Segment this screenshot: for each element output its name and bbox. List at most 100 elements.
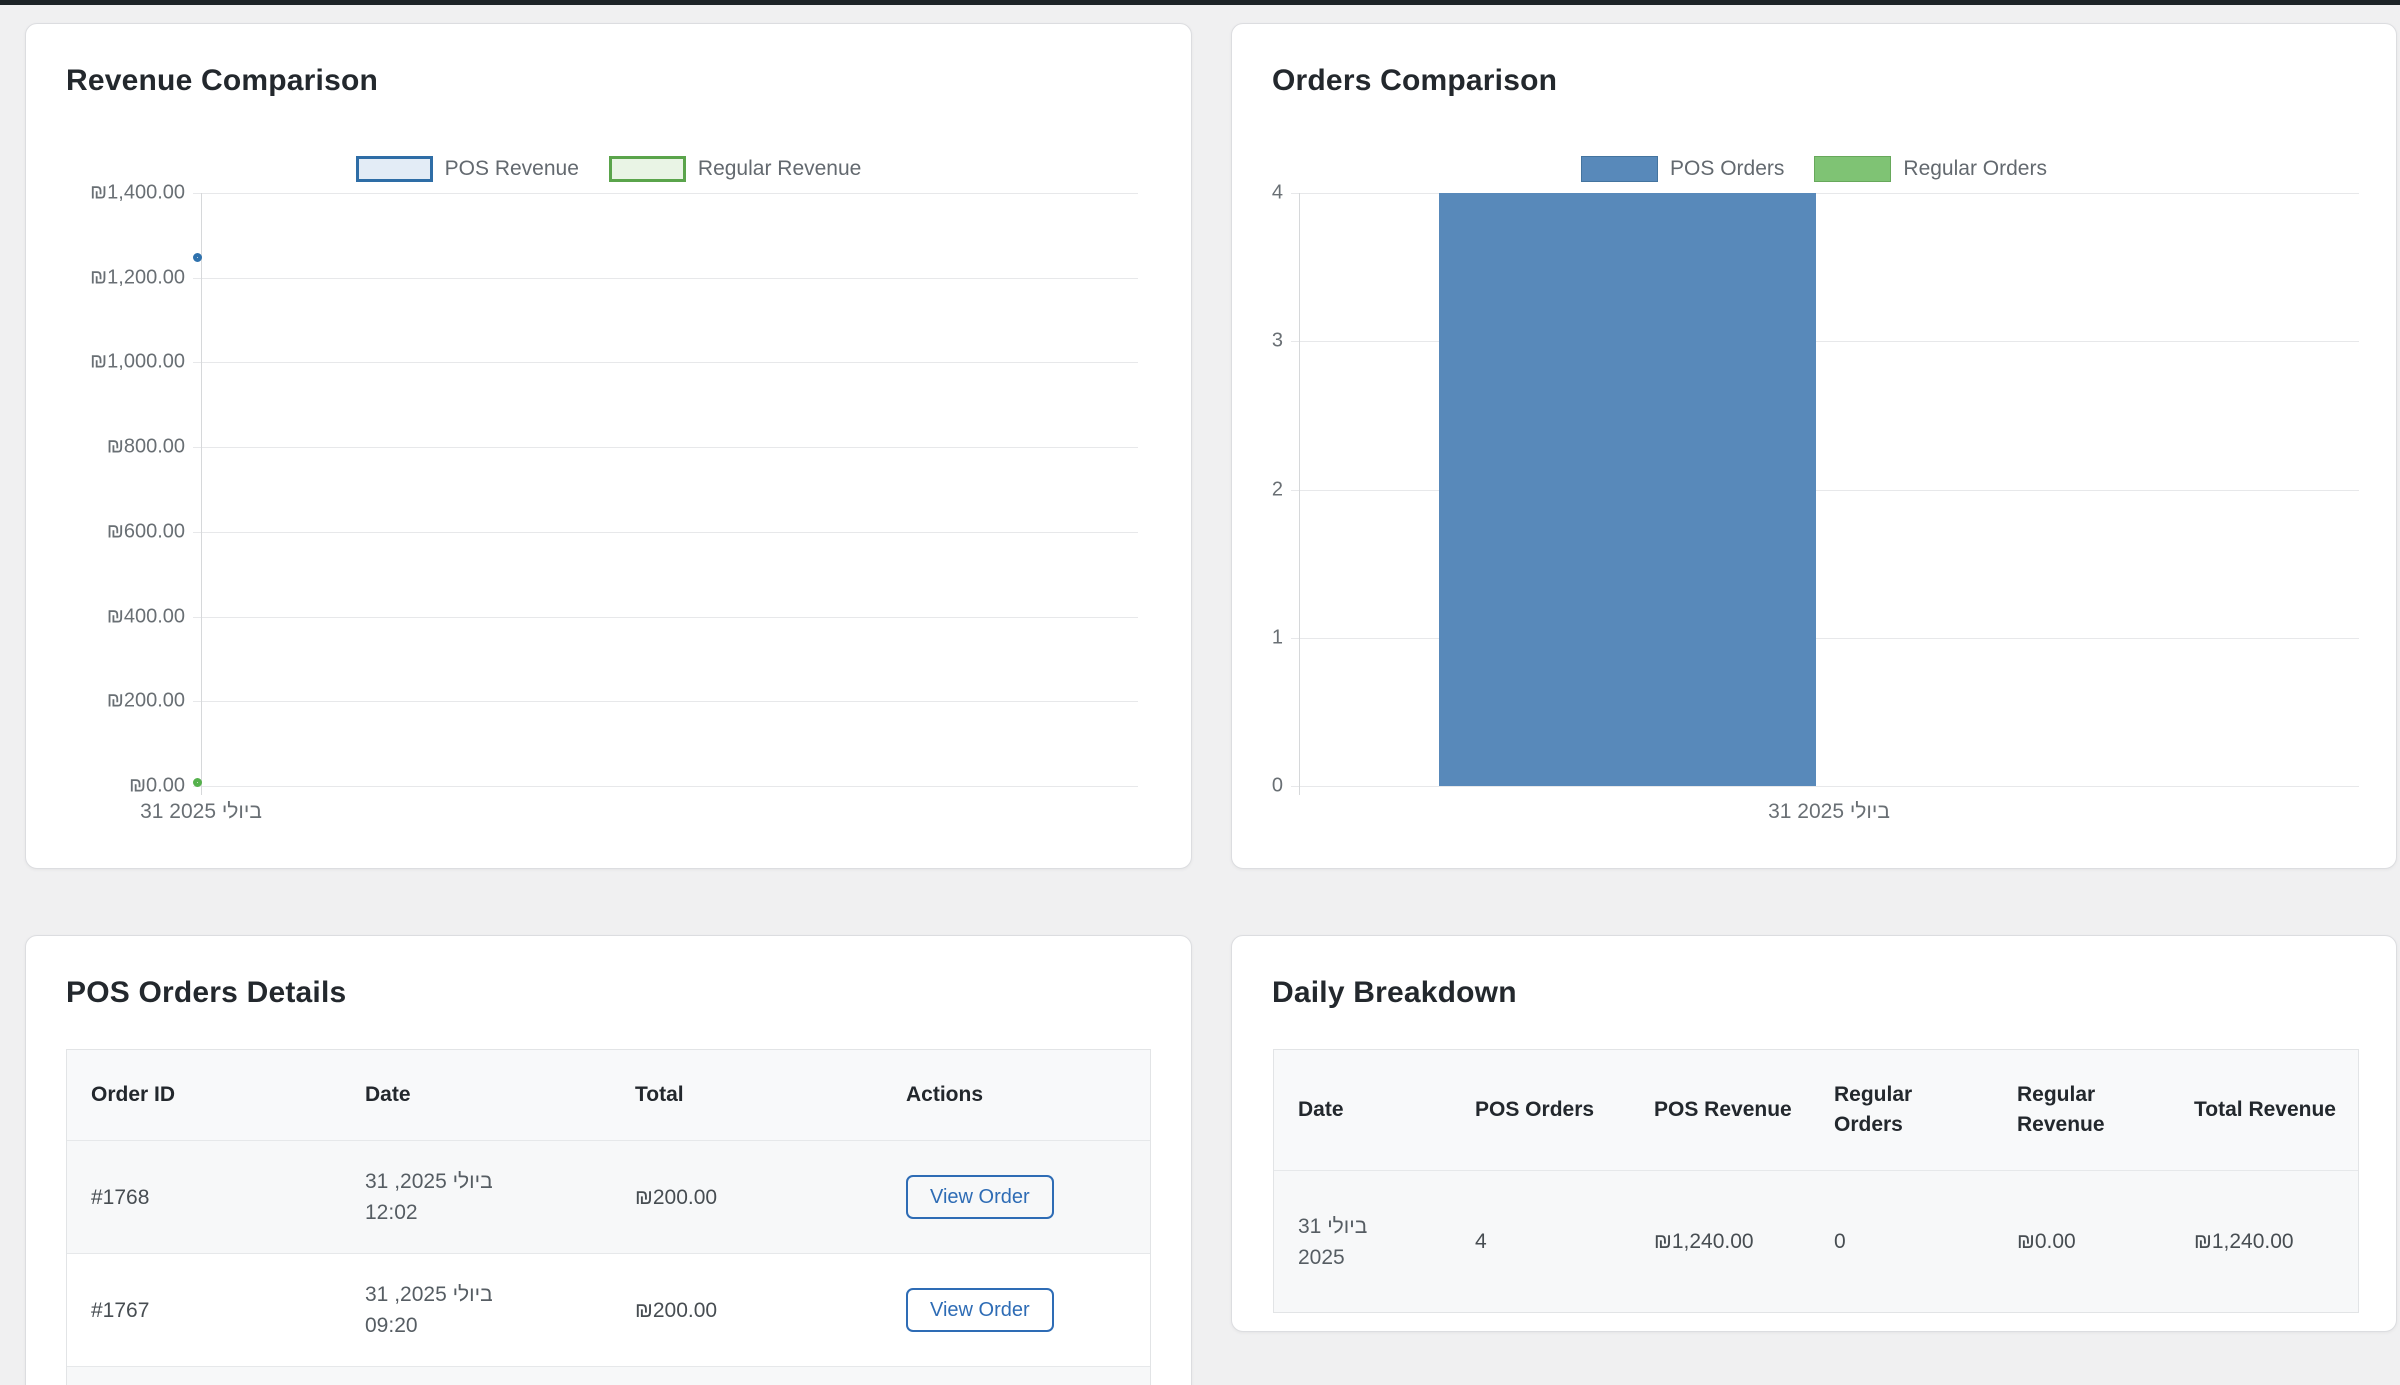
orders-chart-plot: 4 3 2 1 0 bbox=[1272, 182, 2359, 797]
regular-revenue-swatch-icon bbox=[608, 156, 686, 182]
y-tick-label: 3 bbox=[1271, 329, 1283, 352]
column-header-order-id: Order ID bbox=[91, 1083, 176, 1106]
order-date: 31 ,2025 ביולי 12:02 bbox=[341, 1141, 611, 1253]
table-row-partial bbox=[67, 1366, 1150, 1385]
gridline bbox=[1291, 489, 2359, 491]
date-month: ביולי bbox=[452, 1170, 493, 1193]
order-actions: View Order bbox=[882, 1141, 1150, 1253]
gridline bbox=[193, 531, 1138, 533]
order-date-line: 31 ,2025 ביולי bbox=[365, 1279, 493, 1310]
revenue-chart-plot: ₪1,400.00 ₪1,200.00 ₪1,000.00 ₪800.00 ₪600.0… bbox=[90, 182, 1138, 797]
gridline bbox=[1291, 786, 2359, 787]
y-axis-line bbox=[1299, 193, 1300, 795]
y-tick-label: ₪800.00 bbox=[106, 435, 185, 458]
gridline bbox=[193, 786, 1138, 787]
y-tick-label: 2 bbox=[1271, 478, 1283, 500]
daily-date: 31 ביולי 2025 bbox=[1274, 1171, 1451, 1312]
daily-pos-orders: 4 bbox=[1475, 1230, 1487, 1253]
date-month: ביולי bbox=[452, 1283, 493, 1306]
revenue-comparison-card: Revenue Comparison POS Revenue Regular R… bbox=[25, 23, 1192, 869]
column-header-date: Date bbox=[365, 1083, 411, 1106]
gridline bbox=[1291, 637, 2359, 639]
gridline bbox=[193, 362, 1138, 364]
y-tick-label: ₪0.00 bbox=[129, 774, 185, 797]
daily-date-line1: 31 ביולי bbox=[1298, 1211, 1367, 1242]
date-day: 31 bbox=[1298, 1214, 1322, 1238]
admin-topbar-sliver bbox=[0, 0, 2400, 5]
pos-revenue-point bbox=[193, 252, 202, 262]
daily-breakdown-card: Daily Breakdown Date POS Orders POS Reve… bbox=[1231, 935, 2397, 1332]
pos-revenue-swatch-icon bbox=[355, 156, 433, 182]
column-header-total-revenue: Total Revenue bbox=[2194, 1098, 2336, 1121]
column-header-total: Total bbox=[635, 1083, 684, 1106]
column-header-date: Date bbox=[1298, 1098, 1344, 1121]
daily-total-revenue: ₪1,240.00 bbox=[2194, 1230, 2294, 1253]
order-id: #1767 bbox=[91, 1298, 150, 1322]
view-order-button[interactable]: View Order bbox=[906, 1288, 1054, 1332]
pos-details-title: POS Orders Details bbox=[66, 976, 347, 1009]
legend-item-pos-revenue[interactable]: POS Revenue bbox=[355, 156, 579, 182]
order-date-line: 31 ,2025 ביולי bbox=[365, 1166, 493, 1197]
column-header-actions: Actions bbox=[906, 1083, 984, 1106]
x-label-month: ביולי bbox=[221, 800, 262, 823]
daily-regular-revenue: ₪0.00 bbox=[2017, 1230, 2076, 1253]
gridline bbox=[193, 447, 1138, 449]
daily-regular-orders: 0 bbox=[1834, 1230, 1846, 1253]
order-time: 09:20 bbox=[365, 1314, 418, 1337]
y-tick-label: ₪1,000.00 bbox=[90, 350, 185, 373]
orders-chart-legend: POS Orders Regular Orders bbox=[1232, 156, 2396, 182]
gridline bbox=[193, 701, 1138, 703]
regular-orders-swatch-icon bbox=[1814, 156, 1892, 182]
y-tick-label: ₪600.00 bbox=[106, 520, 185, 543]
daily-breakdown-table: Date POS Orders POS Revenue Regular Orde… bbox=[1273, 1049, 2359, 1313]
date-numbers: 31 ,2025 bbox=[365, 1170, 447, 1193]
y-tick-label: ₪200.00 bbox=[106, 689, 185, 712]
legend-label: Regular Revenue bbox=[697, 157, 862, 180]
order-actions: View Order bbox=[882, 1254, 1150, 1366]
order-total: ₪200.00 bbox=[635, 1298, 718, 1322]
order-time: 12:02 bbox=[365, 1201, 418, 1224]
daily-pos-revenue: ₪1,240.00 bbox=[1654, 1230, 1754, 1253]
legend-item-pos-orders[interactable]: POS Orders bbox=[1581, 156, 1784, 182]
legend-item-regular-orders[interactable]: Regular Orders bbox=[1814, 156, 2047, 182]
column-header-regular-orders: Regular Orders bbox=[1834, 1083, 1913, 1136]
date-month: ביולי bbox=[1327, 1214, 1368, 1238]
legend-item-regular-revenue[interactable]: Regular Revenue bbox=[608, 156, 862, 182]
y-tick-label: 1 bbox=[1271, 626, 1283, 649]
table-header-row: Order ID Date Total Actions bbox=[67, 1050, 1150, 1140]
order-total: ₪200.00 bbox=[635, 1185, 718, 1209]
order-date: 31 ,2025 ביולי 09:20 bbox=[341, 1254, 611, 1366]
y-tick-label: 4 bbox=[1271, 181, 1283, 204]
gridline bbox=[193, 277, 1138, 279]
column-header-regular-revenue: Regular Revenue bbox=[2017, 1083, 2105, 1136]
daily-breakdown-title: Daily Breakdown bbox=[1272, 976, 1517, 1009]
gridline bbox=[1291, 193, 2359, 194]
pos-orders-table: Order ID Date Total Actions #1768 31 ,20… bbox=[66, 1049, 1151, 1385]
y-tick-label: ₪400.00 bbox=[106, 605, 185, 628]
regular-revenue-point bbox=[193, 778, 202, 787]
y-tick-label: ₪1,400.00 bbox=[90, 181, 185, 204]
revenue-card-title: Revenue Comparison bbox=[66, 64, 379, 97]
legend-label: POS Orders bbox=[1670, 157, 1785, 180]
revenue-x-axis-label: 31 2025 ביולי bbox=[140, 800, 262, 824]
x-label-month: ביולי bbox=[1849, 800, 1890, 823]
column-header-pos-orders: POS Orders bbox=[1475, 1098, 1595, 1121]
legend-label: Regular Orders bbox=[1903, 157, 2047, 180]
table-header-row: Date POS Orders POS Revenue Regular Orde… bbox=[1274, 1050, 2358, 1170]
date-numbers: 31 ,2025 bbox=[365, 1283, 447, 1306]
y-tick-label: 0 bbox=[1271, 774, 1283, 797]
gridline bbox=[1291, 341, 2359, 343]
column-header-pos-revenue: POS Revenue bbox=[1654, 1098, 1792, 1121]
orders-x-axis-label: 31 2025 ביולי bbox=[1768, 800, 1890, 824]
pos-orders-details-card: POS Orders Details Order ID Date Total A… bbox=[25, 935, 1192, 1385]
table-row: 31 ביולי 2025 4 ₪1,240.00 0 ₪0.00 ₪1,240… bbox=[1274, 1170, 2358, 1312]
table-row: #1767 31 ,2025 ביולי 09:20 ₪200.00 View … bbox=[67, 1253, 1150, 1366]
orders-comparison-card: Orders Comparison POS Orders Regular Ord… bbox=[1231, 23, 2397, 869]
order-id: #1768 bbox=[91, 1185, 150, 1209]
x-label-numbers: 31 2025 bbox=[140, 800, 217, 823]
view-order-button[interactable]: View Order bbox=[906, 1175, 1054, 1219]
gridline bbox=[193, 616, 1138, 618]
revenue-chart-legend: POS Revenue Regular Revenue bbox=[26, 156, 1191, 182]
daily-date-year: 2025 bbox=[1298, 1245, 1345, 1269]
